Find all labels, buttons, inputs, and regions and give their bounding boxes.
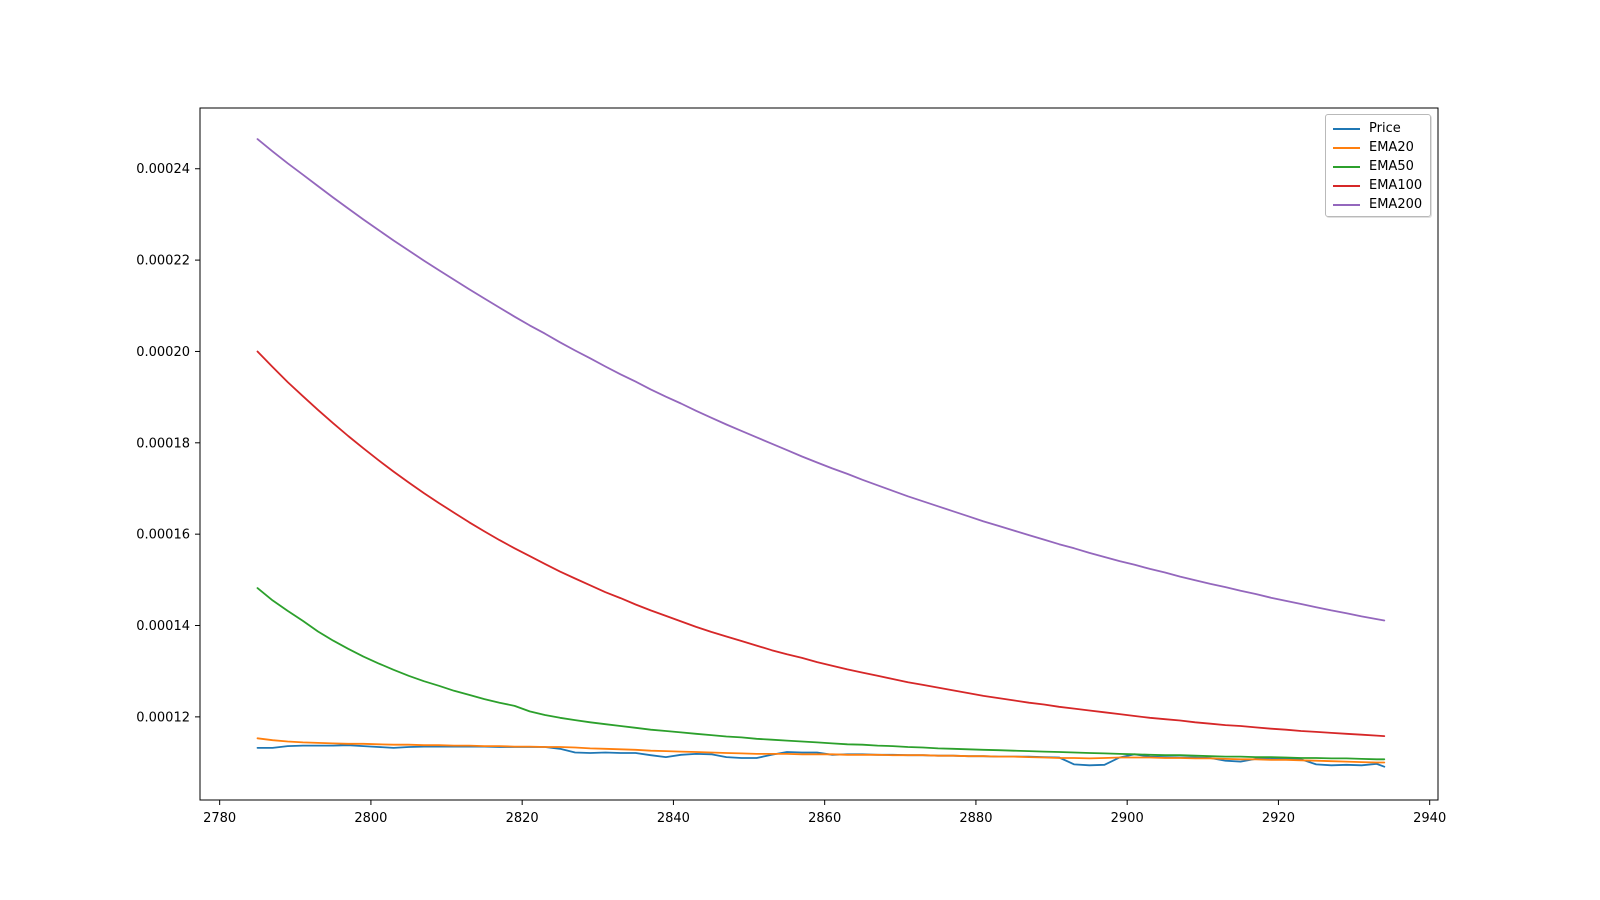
x-tick-label: 2840 [657,811,690,826]
legend-label-price: Price [1369,121,1401,136]
y-tick-label: 0.00012 [136,710,190,725]
x-tick-label: 2920 [1262,811,1295,826]
legend-swatch-ema50 [1333,165,1360,168]
legend: Price EMA20 EMA50 EMA100 EMA200 [1325,114,1431,217]
x-tick-label: 2780 [203,811,236,826]
legend-swatch-price [1333,127,1360,130]
y-tick-label: 0.00018 [136,436,190,451]
legend-item-price: Price [1333,119,1423,138]
plot-area [199,107,1439,801]
y-tick-label: 0.00020 [136,345,190,360]
legend-swatch-ema200 [1333,203,1360,206]
y-tick-label: 0.00014 [136,619,190,634]
x-tick-label: 2820 [506,811,539,826]
legend-item-ema20: EMA20 [1333,138,1423,157]
series-line-ema100 [256,350,1386,737]
legend-label-ema20: EMA20 [1369,140,1414,155]
x-tick-label: 2880 [959,811,992,826]
series-line-ema50 [256,587,1386,761]
x-tick-label: 2900 [1111,811,1144,826]
legend-label-ema200: EMA200 [1369,197,1423,212]
legend-swatch-ema100 [1333,184,1360,187]
legend-item-ema100: EMA100 [1333,176,1423,195]
legend-swatch-ema20 [1333,146,1360,149]
x-tick-label: 2860 [808,811,841,826]
legend-item-ema200: EMA200 [1333,195,1423,214]
series-line-ema20 [256,737,1386,764]
y-tick-label: 0.00016 [136,528,190,543]
y-tick-label: 0.00022 [136,254,190,269]
legend-item-ema50: EMA50 [1333,157,1423,176]
x-tick-label: 2940 [1413,811,1446,826]
legend-label-ema100: EMA100 [1369,178,1423,193]
series-line-ema200 [256,138,1386,622]
x-tick-label: 2800 [354,811,387,826]
y-tick-label: 0.00024 [136,162,190,177]
legend-label-ema50: EMA50 [1369,159,1414,174]
